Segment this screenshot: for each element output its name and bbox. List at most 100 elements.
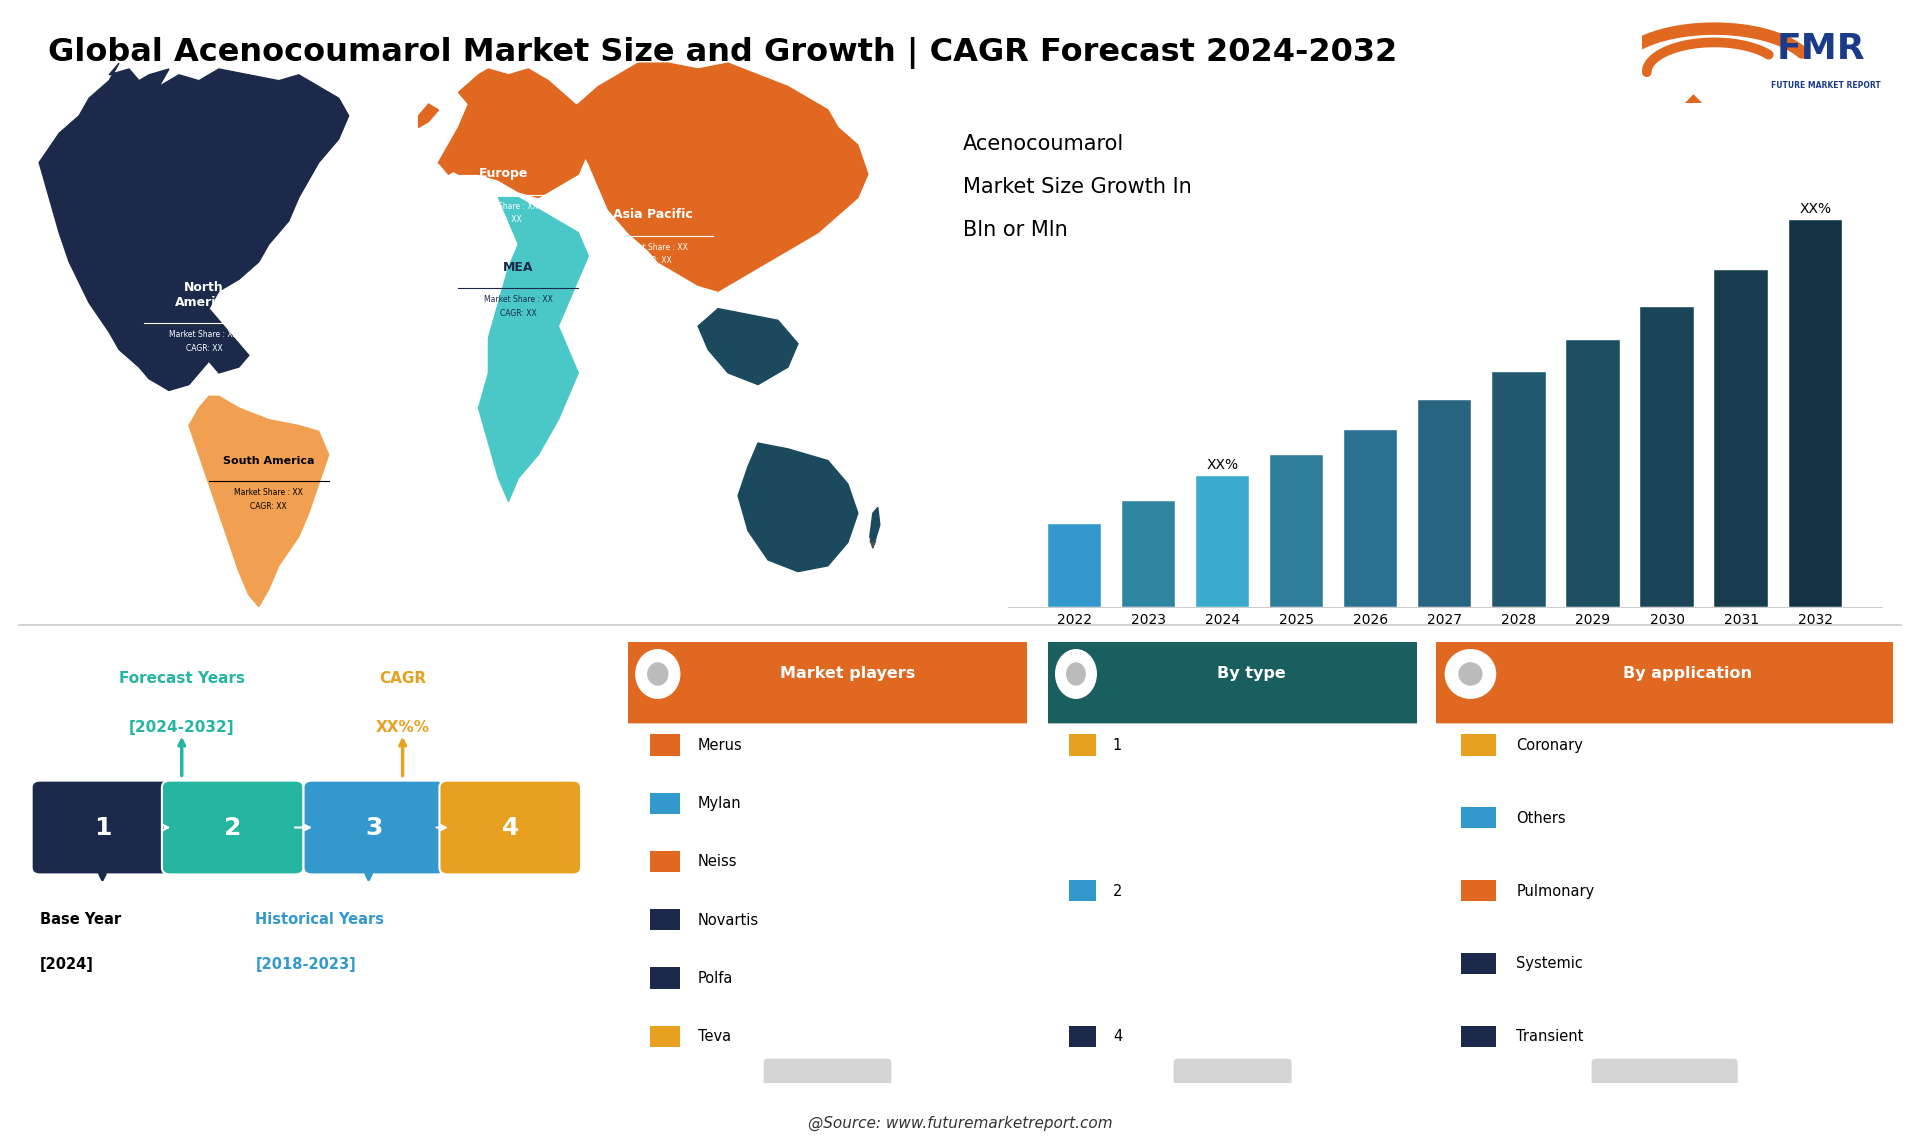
Bar xyxy=(1196,476,1250,607)
Text: Bln or Mln: Bln or Mln xyxy=(964,220,1068,240)
Text: Teva: Teva xyxy=(697,1029,732,1044)
FancyBboxPatch shape xyxy=(764,1059,891,1085)
Text: Forecast Years: Forecast Years xyxy=(119,672,244,686)
FancyBboxPatch shape xyxy=(1461,880,1496,901)
Text: Novartis: Novartis xyxy=(697,912,758,927)
Text: 4: 4 xyxy=(501,816,518,840)
Polygon shape xyxy=(559,63,868,291)
Text: Transient: Transient xyxy=(1517,1029,1584,1044)
Text: Systemic: Systemic xyxy=(1517,957,1582,972)
Bar xyxy=(1567,339,1620,607)
Text: North
America: North America xyxy=(175,281,232,308)
FancyBboxPatch shape xyxy=(161,780,303,874)
Text: [2024]: [2024] xyxy=(40,957,94,972)
Text: 2: 2 xyxy=(225,816,242,840)
Text: 2: 2 xyxy=(1114,884,1121,898)
Bar xyxy=(1419,400,1471,607)
Text: Market Share : XX: Market Share : XX xyxy=(484,296,553,305)
Bar xyxy=(1121,501,1175,607)
Circle shape xyxy=(1459,662,1482,685)
Circle shape xyxy=(647,662,668,685)
FancyBboxPatch shape xyxy=(31,780,173,874)
Text: Market Share : XX: Market Share : XX xyxy=(468,202,538,211)
Text: Merus: Merus xyxy=(697,738,743,753)
Polygon shape xyxy=(419,104,438,127)
Text: 1: 1 xyxy=(1114,738,1121,753)
Text: Market Size Growth In: Market Size Growth In xyxy=(964,176,1192,197)
FancyBboxPatch shape xyxy=(649,909,680,931)
FancyBboxPatch shape xyxy=(1461,807,1496,829)
Bar xyxy=(1715,270,1768,607)
Circle shape xyxy=(1068,662,1085,685)
Polygon shape xyxy=(699,308,799,385)
Circle shape xyxy=(1446,650,1496,698)
Polygon shape xyxy=(188,397,328,606)
FancyBboxPatch shape xyxy=(1461,952,1496,974)
Text: CAGR: XX: CAGR: XX xyxy=(636,257,672,265)
Text: 1: 1 xyxy=(94,816,111,840)
FancyBboxPatch shape xyxy=(1461,735,1496,755)
Text: Neiss: Neiss xyxy=(697,855,737,870)
Bar xyxy=(1048,524,1100,607)
FancyBboxPatch shape xyxy=(303,780,445,874)
Text: Market Share : XX: Market Share : XX xyxy=(169,330,238,339)
Text: Others: Others xyxy=(1517,810,1565,826)
Text: Asia Pacific: Asia Pacific xyxy=(612,207,693,221)
Text: CAGR: XX: CAGR: XX xyxy=(486,215,522,225)
Text: CAGR: XX: CAGR: XX xyxy=(250,502,288,511)
Polygon shape xyxy=(38,63,349,391)
Text: Global Acenocoumarol Market Size and Growth | CAGR Forecast 2024-2032: Global Acenocoumarol Market Size and Gro… xyxy=(48,37,1398,69)
FancyBboxPatch shape xyxy=(1033,625,1432,723)
Text: Mylan: Mylan xyxy=(697,796,741,811)
Circle shape xyxy=(636,650,680,698)
FancyBboxPatch shape xyxy=(649,967,680,989)
FancyBboxPatch shape xyxy=(1592,1059,1738,1085)
Text: CAGR: XX: CAGR: XX xyxy=(499,308,538,317)
Text: Market players: Market players xyxy=(780,667,916,682)
Polygon shape xyxy=(870,508,879,548)
FancyBboxPatch shape xyxy=(624,701,1031,1088)
Text: MEA: MEA xyxy=(503,260,534,274)
Text: Base Year: Base Year xyxy=(40,912,121,927)
FancyBboxPatch shape xyxy=(649,850,680,872)
Polygon shape xyxy=(737,444,858,572)
Circle shape xyxy=(1056,650,1096,698)
FancyBboxPatch shape xyxy=(612,625,1043,723)
Bar xyxy=(1640,307,1693,607)
Text: Historical Years: Historical Years xyxy=(255,912,384,927)
Text: FMR: FMR xyxy=(1776,32,1864,66)
Text: 4: 4 xyxy=(1114,1029,1121,1044)
Text: Pulmonary: Pulmonary xyxy=(1517,884,1594,898)
Polygon shape xyxy=(1680,95,1709,111)
Polygon shape xyxy=(478,197,588,502)
Text: XX%: XX% xyxy=(1799,202,1832,215)
Text: Market Share : XX: Market Share : XX xyxy=(234,488,303,497)
FancyBboxPatch shape xyxy=(1173,1059,1292,1085)
Bar xyxy=(1269,455,1323,607)
FancyBboxPatch shape xyxy=(649,1026,680,1046)
Polygon shape xyxy=(438,69,599,197)
Text: South America: South America xyxy=(223,456,315,466)
Bar xyxy=(1789,220,1841,607)
Text: [2018-2023]: [2018-2023] xyxy=(255,957,355,972)
FancyBboxPatch shape xyxy=(1069,1026,1096,1046)
FancyBboxPatch shape xyxy=(1417,625,1912,723)
Bar xyxy=(1492,372,1546,607)
Text: [2024-2032]: [2024-2032] xyxy=(129,721,234,736)
FancyBboxPatch shape xyxy=(1044,701,1421,1088)
FancyBboxPatch shape xyxy=(1069,880,1096,901)
Text: Market Share : XX: Market Share : XX xyxy=(618,243,687,252)
Text: CAGR: XX: CAGR: XX xyxy=(186,344,223,353)
Text: @Source: www.futuremarketreport.com: @Source: www.futuremarketreport.com xyxy=(808,1116,1112,1131)
Text: XX%: XX% xyxy=(1206,458,1238,472)
FancyBboxPatch shape xyxy=(1461,1026,1496,1046)
Text: Coronary: Coronary xyxy=(1517,738,1582,753)
FancyBboxPatch shape xyxy=(440,780,582,874)
Text: Europe: Europe xyxy=(478,167,528,180)
Text: FUTURE MARKET REPORT: FUTURE MARKET REPORT xyxy=(1770,81,1882,91)
Text: By application: By application xyxy=(1622,667,1751,682)
Text: XX%%: XX%% xyxy=(376,721,430,736)
FancyBboxPatch shape xyxy=(1432,701,1897,1088)
Bar xyxy=(1344,430,1398,607)
Text: 3: 3 xyxy=(365,816,382,840)
